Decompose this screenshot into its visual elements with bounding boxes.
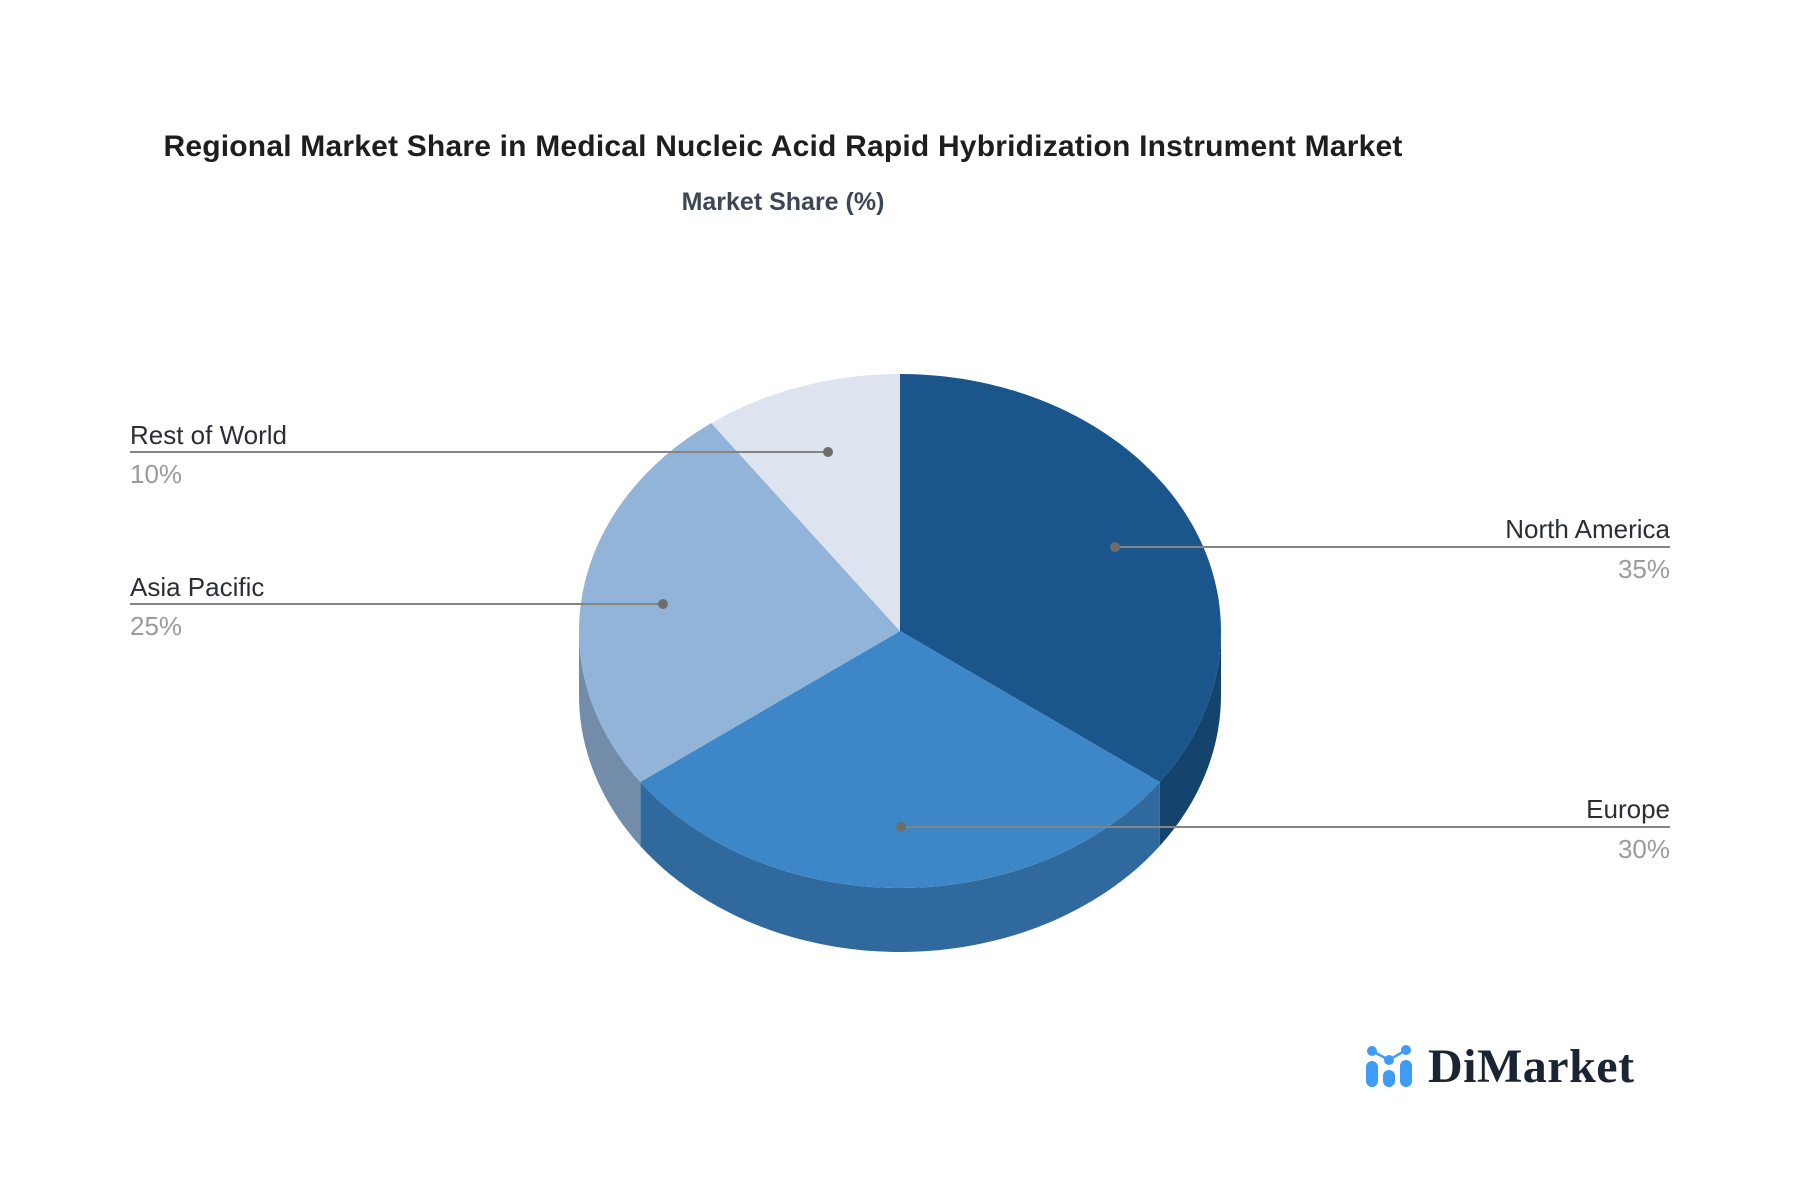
pie-side-north-america <box>1159 631 1221 847</box>
label-europe: Europe <box>1586 794 1670 824</box>
pct-europe: 30% <box>1617 834 1670 864</box>
leader-line-rest-of-world <box>130 451 828 453</box>
leader-dot-asia-pacific <box>658 599 668 609</box>
label-asia-pacific: Asia Pacific <box>130 572 265 602</box>
label-north-america: North America <box>1505 514 1670 544</box>
leader-line-asia-pacific <box>130 603 663 605</box>
pie-side-asia-pacific <box>579 631 641 847</box>
leader-dot-europe <box>896 822 906 832</box>
pct-rest-of-world: 10% <box>130 459 183 489</box>
pie-side-europe <box>640 782 1160 952</box>
pie-slice-asia-pacific <box>579 423 900 783</box>
leader-line-north-america <box>1115 546 1670 548</box>
pct-north-america: 35% <box>1617 554 1670 584</box>
pie-slice-north-america <box>900 374 1221 783</box>
logo-text: DiMarket <box>1428 1040 1635 1093</box>
dimarket-logo: DiMarket <box>1362 1040 1635 1093</box>
label-rest-of-world: Rest of World <box>130 420 288 450</box>
leader-dot-rest-of-world <box>823 447 833 457</box>
pct-asia-pacific: 25% <box>130 611 183 641</box>
chart-subtitle: Market Share (%) <box>681 188 885 216</box>
chart-title: Regional Market Share in Medical Nucleic… <box>163 130 1403 163</box>
pie-slice-rest-of-world <box>711 374 900 631</box>
bar-line-chart-icon <box>1366 1045 1412 1087</box>
leader-line-europe <box>901 826 1670 828</box>
leader-dot-north-america <box>1110 542 1120 552</box>
pie-slice-europe <box>640 631 1160 888</box>
